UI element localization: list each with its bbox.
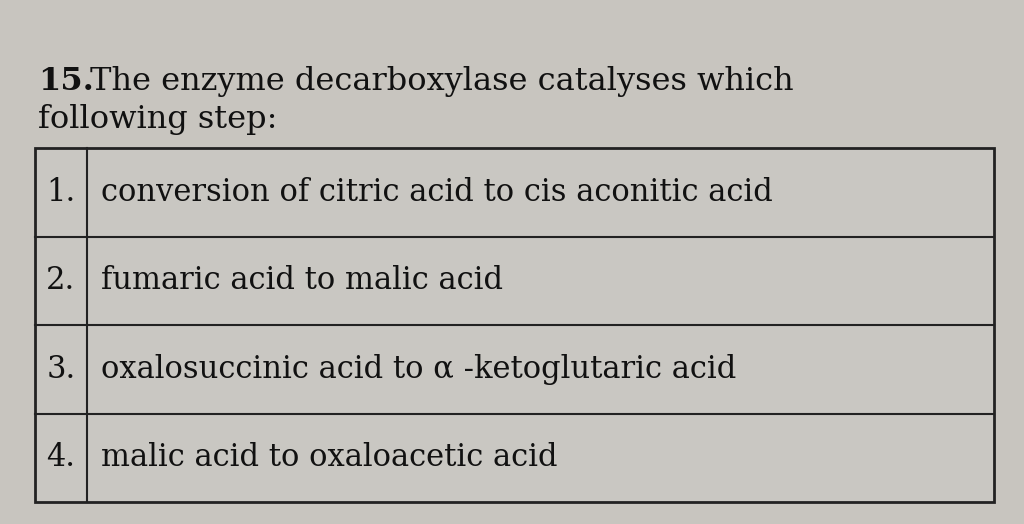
Text: malic acid to oxaloacetic acid: malic acid to oxaloacetic acid (101, 442, 557, 473)
Text: conversion of citric acid to cis aconitic acid: conversion of citric acid to cis aconiti… (101, 177, 773, 208)
Text: The enzyme decarboxylase catalyses which: The enzyme decarboxylase catalyses which (80, 66, 794, 97)
Text: fumaric acid to malic acid: fumaric acid to malic acid (101, 265, 503, 296)
Text: following step:: following step: (38, 104, 278, 135)
Text: 15.: 15. (38, 66, 94, 97)
Text: 2.: 2. (46, 265, 76, 296)
Text: oxalosuccinic acid to α -ketoglutaric acid: oxalosuccinic acid to α -ketoglutaric ac… (101, 354, 736, 385)
Text: 3.: 3. (46, 354, 76, 385)
Text: 4.: 4. (46, 442, 76, 473)
Text: 1.: 1. (46, 177, 76, 208)
Bar (35, 148, 994, 502)
